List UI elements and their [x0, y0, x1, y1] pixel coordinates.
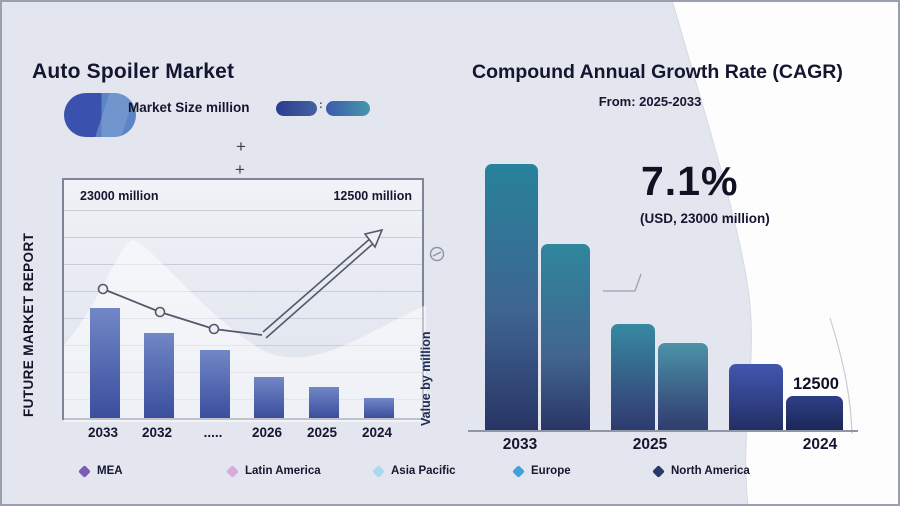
future-market-report-watermark: FUTURE MARKET REPORT: [21, 232, 36, 417]
diamond-icon: [78, 464, 91, 478]
database-cylinder-icon: [64, 93, 136, 137]
market-size-bar-chart: 23000 million 12500 million: [62, 178, 426, 422]
plus-mark-icon: +: [235, 160, 245, 179]
x-tick-2024: 2024: [802, 436, 838, 453]
cagr-percentage: 7.1%: [641, 158, 739, 204]
diamond-icon: [512, 464, 525, 478]
bar-2024-a: [729, 364, 783, 431]
ratio-separator: :: [319, 99, 323, 111]
gridline: [64, 210, 422, 211]
right-chart-y-axis-label: Value by million: [419, 331, 433, 426]
bar-2033-b: [541, 244, 590, 431]
bar-2033: [90, 308, 120, 418]
x-tick-2033: 2033: [87, 425, 119, 440]
x-tick-2024: 2024: [361, 425, 393, 440]
legend-label: North America: [671, 465, 750, 477]
diamond-icon: [226, 464, 239, 478]
bar-2032: [144, 333, 174, 418]
legend-item-latin-america: Latin America: [226, 464, 321, 478]
trend-arrowhead-icon: [363, 228, 384, 249]
left-chart-title: Auto Spoiler Market: [32, 60, 235, 83]
legend-label: MEA: [97, 465, 123, 477]
x-tick-dots: .....: [203, 425, 223, 440]
market-size-label: Market Size million: [128, 100, 250, 115]
diamond-icon: [372, 464, 385, 478]
diamond-icon: [652, 464, 665, 478]
right-chart-subtitle: From: 2025-2033: [598, 94, 702, 109]
legend-label: Europe: [531, 465, 571, 477]
legend-label: Asia Pacific: [391, 465, 456, 477]
x-tick-2033: 2033: [502, 436, 538, 453]
legend-item-mea: MEA: [78, 464, 123, 478]
x-tick-2025: 2025: [306, 425, 338, 440]
x-tick-2026: 2026: [251, 425, 283, 440]
legend-item-europe: Europe: [512, 464, 571, 478]
legend-item-north-america: North America: [652, 464, 750, 478]
step-bracket-icon: [603, 273, 642, 292]
gridline: [64, 237, 422, 238]
data-point-marker: [97, 283, 109, 295]
legend-item-asia-pacific: Asia Pacific: [372, 464, 456, 478]
value-label-12500: 12500 million: [333, 189, 412, 203]
bar-2025-b: [658, 343, 708, 431]
clock-icon: [429, 246, 445, 262]
bar-value-callout: 12500: [793, 375, 839, 393]
ratio-pill-left-icon: [276, 101, 317, 116]
bar-2025-a: [611, 324, 655, 431]
bar-2024: [364, 398, 394, 418]
bar-dots: [200, 350, 230, 418]
bar-2033-a: [485, 164, 538, 431]
gridline: [64, 318, 422, 319]
bar-2024-b: [786, 396, 843, 431]
cagr-detail: (USD, 23000 million): [640, 211, 770, 226]
ratio-pill-right-icon: [326, 101, 370, 116]
x-tick-2032: 2032: [141, 425, 173, 440]
plus-mark-icon: +: [236, 137, 246, 156]
data-point-marker: [208, 323, 220, 335]
x-tick-2025: 2025: [632, 436, 668, 453]
bar-2025: [309, 387, 339, 418]
data-point-marker: [154, 306, 166, 318]
right-chart-title: Compound Annual Growth Rate (CAGR): [472, 61, 843, 83]
gridline: [64, 291, 422, 292]
value-label-23000: 23000 million: [80, 189, 159, 203]
right-chart-x-axis-line: [468, 430, 858, 432]
gridline: [64, 264, 422, 265]
legend-label: Latin America: [245, 465, 321, 477]
bar-2026: [254, 377, 284, 418]
